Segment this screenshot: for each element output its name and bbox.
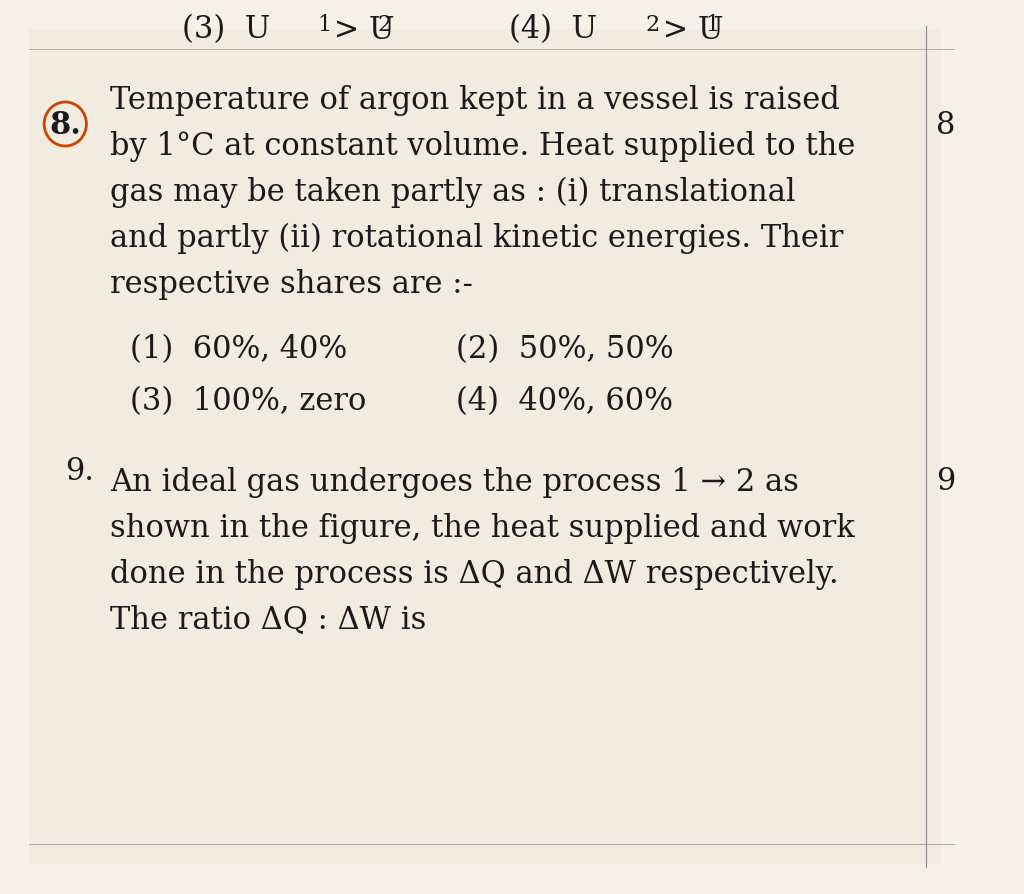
Text: (4)  U: (4) U <box>509 14 597 46</box>
Text: and partly (ii) rotational kinetic energies. Their: and partly (ii) rotational kinetic energ… <box>111 222 844 253</box>
Text: 1: 1 <box>706 14 720 36</box>
Text: (3)  U: (3) U <box>182 14 270 46</box>
Text: > U: > U <box>325 14 395 46</box>
Text: (2)  50%, 50%: (2) 50%, 50% <box>456 334 674 365</box>
Text: Temperature of argon kept in a vessel is raised: Temperature of argon kept in a vessel is… <box>111 84 840 115</box>
Text: gas may be taken partly as : (i) translational: gas may be taken partly as : (i) transla… <box>111 176 796 207</box>
Text: done in the process is ΔQ and ΔW respectively.: done in the process is ΔQ and ΔW respect… <box>111 558 839 589</box>
Text: respective shares are :-: respective shares are :- <box>111 268 473 299</box>
Text: 9: 9 <box>936 466 955 497</box>
Text: (3)  100%, zero: (3) 100%, zero <box>130 386 366 417</box>
Text: shown in the figure, the heat supplied and work: shown in the figure, the heat supplied a… <box>111 512 855 543</box>
Text: (1)  60%, 40%: (1) 60%, 40% <box>130 334 347 365</box>
Text: 1: 1 <box>316 14 331 36</box>
FancyBboxPatch shape <box>29 30 941 864</box>
Text: An ideal gas undergoes the process 1 → 2 as: An ideal gas undergoes the process 1 → 2… <box>111 466 800 497</box>
Text: 2: 2 <box>645 14 659 36</box>
Text: by 1°C at constant volume. Heat supplied to the: by 1°C at constant volume. Heat supplied… <box>111 131 856 161</box>
Text: 8.: 8. <box>49 109 81 140</box>
Text: 8: 8 <box>936 109 955 140</box>
Text: > U: > U <box>653 14 724 46</box>
Text: 9.: 9. <box>66 456 94 487</box>
Text: The ratio ΔQ : ΔW is: The ratio ΔQ : ΔW is <box>111 603 427 635</box>
Text: 2: 2 <box>377 14 391 36</box>
Text: (4)  40%, 60%: (4) 40%, 60% <box>456 386 673 417</box>
